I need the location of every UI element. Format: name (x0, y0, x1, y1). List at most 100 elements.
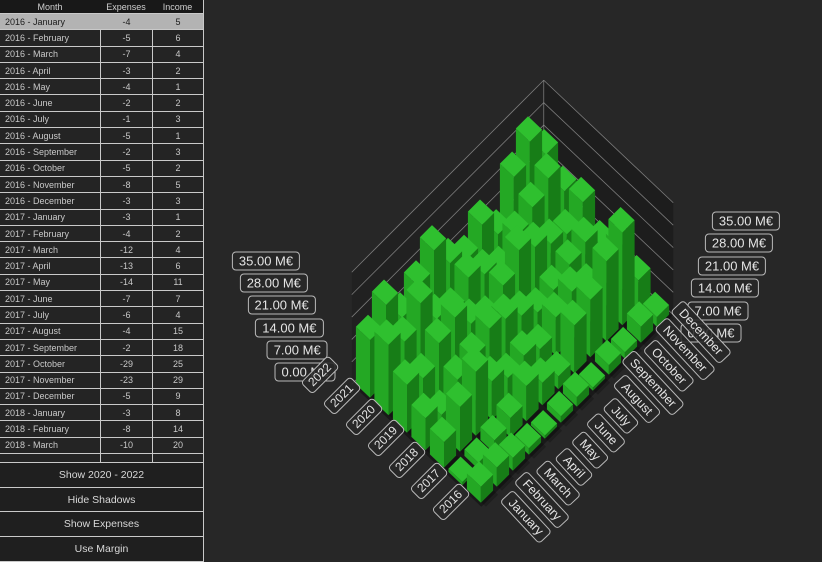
income-cell: 2 (152, 62, 203, 79)
income-cell: 6 (152, 258, 203, 274)
value-axis-label-left: 14.00 M€ (255, 318, 324, 338)
bar-face-top (482, 442, 510, 468)
month-cell: 2016 - April (5, 65, 51, 76)
table-row[interactable]: 2017 - May -14 11 (0, 274, 203, 292)
income-cell: 2 (152, 160, 203, 176)
month-cell: 2016 - June (5, 98, 53, 109)
bar-2017-April[interactable] (496, 392, 523, 438)
table-row[interactable]: 2016 - January -4 5 (0, 14, 203, 31)
table-row[interactable]: 2018 - March -10 20 (0, 437, 203, 455)
income-cell: 6 (152, 30, 203, 46)
bar-face-left (546, 403, 561, 423)
table-row[interactable]: 2017 - December -5 9 (0, 388, 203, 406)
table-row[interactable]: 2017 - October -29 25 (0, 356, 203, 373)
bar-face-top (475, 303, 502, 329)
table-row[interactable]: 2018 - February -8 14 (0, 421, 203, 438)
bar-face-top (534, 153, 561, 179)
table-row[interactable]: 2017 - February -4 2 (0, 225, 203, 243)
table-row[interactable]: 2016 - March -7 4 (0, 46, 203, 63)
bar-face-top (515, 116, 543, 142)
table-row[interactable]: 2016 - July -1 3 (0, 111, 203, 129)
income-cell: 9 (152, 388, 203, 405)
table-row[interactable]: 2017 - July -6 4 (0, 307, 203, 324)
grid-line (351, 102, 545, 295)
bar-2016-February[interactable] (482, 442, 510, 487)
table-row[interactable]: 2016 - October -5 2 (0, 160, 203, 177)
income-cell: 11 (152, 274, 203, 291)
show-expenses-button[interactable]: Show Expenses (0, 512, 203, 538)
hide-shadows-button[interactable]: Hide Shadows (0, 487, 203, 513)
bar-face-top (571, 216, 598, 243)
month-cell: 2017 - July (5, 309, 50, 320)
table-row[interactable]: 2017 - August -4 15 (0, 323, 203, 340)
bar-2020-January[interactable] (392, 359, 420, 433)
bar-face-left (482, 454, 497, 487)
month-cell: 2017 - June (5, 293, 53, 304)
month-cell: 2017 - January (5, 212, 66, 223)
income-cell: 20 (152, 437, 203, 454)
bar-face-top (459, 332, 486, 358)
bar-2016-June[interactable] (546, 390, 574, 423)
expenses-cell: -5 (100, 160, 152, 176)
bar-2017-May[interactable] (512, 360, 539, 422)
expenses-cell: -6 (100, 307, 152, 323)
table-row[interactable]: 2017 - January -3 1 (0, 209, 203, 226)
table-row[interactable]: 2016 - September -2 3 (0, 144, 203, 161)
value-axis-label-left: 28.00 M€ (239, 273, 308, 293)
bar-2016-May[interactable] (530, 410, 558, 439)
table-row[interactable]: 2017 - November -23 29 (0, 372, 203, 389)
bar-2017-November[interactable] (608, 207, 635, 326)
bars-3d-canvas[interactable] (204, 0, 822, 562)
table-row[interactable]: 2016 - February -5 6 (0, 30, 203, 47)
month-cell: 2016 - November (5, 179, 75, 190)
table-row[interactable]: 2016 - November -8 5 (0, 176, 203, 194)
table-row[interactable]: 2017 - March -12 4 (0, 242, 203, 259)
bar-face-right (475, 359, 489, 436)
bar-2016-November[interactable] (626, 301, 654, 343)
bar-2016-July[interactable] (562, 371, 590, 407)
bars-3d-chart-panel[interactable]: 0.00 M€ 7.00 M€ 14.00 M€ 21.00 M€ 28.00 M€ 35… (204, 0, 822, 562)
bar-2016-January[interactable] (466, 461, 494, 503)
bar-face-top (576, 274, 603, 300)
table-header: Month Expenses Income (0, 0, 203, 14)
income-cell: 25 (152, 356, 203, 372)
bar-face-left (355, 326, 370, 398)
table-row[interactable]: 2016 - December -3 3 (0, 193, 203, 210)
table-row[interactable]: 2016 - June -2 2 (0, 95, 203, 112)
bar-face-top (480, 415, 507, 441)
bar-face-top (594, 339, 622, 366)
bar-2016-September[interactable] (594, 339, 622, 375)
month-cell: 2017 - May (5, 277, 51, 288)
table-row[interactable]: 2016 - April -3 2 (0, 62, 203, 80)
column-header-month: Month (37, 1, 63, 12)
bar-face-top (560, 299, 587, 326)
bar-face-left (594, 351, 609, 375)
table-row[interactable]: 2017 - April -13 6 (0, 258, 203, 275)
use-margin-button[interactable]: Use Margin (0, 537, 203, 562)
month-cell: 2017 - April (5, 261, 51, 272)
table-row[interactable]: 2016 - August -5 1 (0, 128, 203, 145)
bar-face-left (562, 383, 577, 407)
grid-line (543, 124, 674, 248)
income-cell: 3 (152, 111, 203, 128)
bar-2018-January[interactable] (429, 416, 457, 468)
income-cell: 29 (152, 372, 203, 388)
table-row[interactable]: 2018 - January -3 8 (0, 405, 203, 422)
bar-face-left (429, 428, 444, 468)
income-cell: 5 (175, 16, 181, 27)
table-row[interactable]: 2017 - June -7 7 (0, 291, 203, 308)
show-2020-2022-button[interactable]: Show 2020 - 2022 (0, 463, 203, 488)
income-cell: 4 (152, 307, 203, 323)
data-table-panel: Month Expenses Income 2016 - January -4 5 2… (0, 0, 204, 562)
bar-face-top (406, 277, 433, 304)
month-cell: 2016 - July (5, 114, 50, 125)
bar-2017-August[interactable] (560, 299, 587, 374)
expenses-cell: -5 (100, 388, 152, 405)
table-row[interactable]: 2017 - September -2 18 (0, 339, 203, 357)
bar-face-right (558, 364, 571, 390)
month-cell: 2016 - February (5, 32, 70, 43)
table-row[interactable]: 2016 - May -4 1 (0, 79, 203, 96)
expenses-cell: -4 (100, 225, 152, 242)
expenses-cell: -3 (100, 193, 152, 209)
value-axis-label-right: 14.00 M€ (690, 278, 760, 298)
